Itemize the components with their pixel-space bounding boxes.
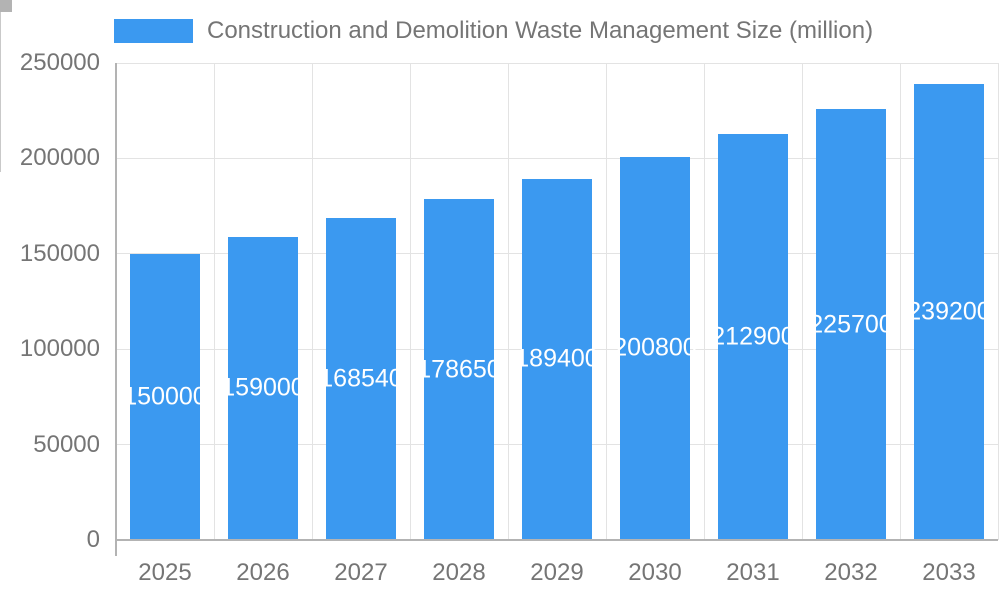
bar xyxy=(326,218,396,540)
x-axis-tick xyxy=(0,44,1,60)
v-gridline xyxy=(801,63,803,540)
bar xyxy=(816,109,886,540)
bar-value-label: 239200 xyxy=(907,297,991,326)
bar-value-label: 189400 xyxy=(515,344,599,373)
y-axis-line xyxy=(115,63,117,556)
bar xyxy=(620,156,690,540)
x-tick-label: 2027 xyxy=(334,559,388,586)
x-axis-tick xyxy=(0,12,1,28)
plot-area: 0 50000 100000 150000 200000 250000 150000 2025… xyxy=(0,0,1000,586)
y-tick-label: 200000 xyxy=(19,144,100,172)
y-tick-label: 150000 xyxy=(19,239,100,267)
x-axis-tick xyxy=(0,156,1,172)
y-axis-tick xyxy=(0,0,12,2)
x-tick-label: 2030 xyxy=(628,559,682,586)
bar xyxy=(718,133,788,540)
bar xyxy=(522,178,592,540)
legend-swatch xyxy=(114,19,193,43)
bar-value-label: 212900 xyxy=(711,322,795,351)
legend: Construction and Demolition Waste Manage… xyxy=(114,17,873,45)
x-tick-label: 2029 xyxy=(530,559,584,586)
x-axis-tick xyxy=(0,76,1,92)
bar-value-label: 178650 xyxy=(417,355,501,384)
chart-title: Construction and Demolition Waste Manage… xyxy=(207,17,874,44)
x-axis-tick xyxy=(0,140,1,156)
x-axis-line xyxy=(116,539,998,541)
v-gridline xyxy=(997,63,999,540)
bar-value-label: 225700 xyxy=(809,310,893,339)
y-tick-label: 50000 xyxy=(33,430,100,458)
bar-value-label: 200800 xyxy=(613,333,697,362)
y-axis-tick xyxy=(0,8,12,10)
x-tick-label: 2032 xyxy=(824,559,878,586)
y-tick-label: 0 xyxy=(86,526,100,553)
x-tick-label: 2033 xyxy=(922,559,976,586)
x-axis-tick xyxy=(0,92,1,108)
h-gridline xyxy=(116,157,998,159)
x-tick-label: 2026 xyxy=(236,559,290,586)
v-gridline xyxy=(409,63,411,540)
bar xyxy=(228,236,298,540)
x-axis-tick xyxy=(0,124,1,140)
y-axis-tick xyxy=(0,4,12,6)
bar-value-label: 168540 xyxy=(319,364,403,393)
bar xyxy=(130,253,200,540)
x-tick-label: 2028 xyxy=(432,559,486,586)
v-gridline xyxy=(311,63,313,540)
y-tick-label: 100000 xyxy=(19,335,100,363)
bar xyxy=(914,83,984,540)
x-axis-tick xyxy=(0,60,1,76)
y-axis-tick xyxy=(0,10,12,12)
v-gridline xyxy=(605,63,607,540)
bar xyxy=(424,199,494,540)
x-axis-tick xyxy=(0,108,1,124)
v-gridline xyxy=(899,63,901,540)
x-axis-tick xyxy=(0,28,1,44)
y-axis-tick xyxy=(0,2,12,4)
bar-value-label: 159000 xyxy=(221,373,305,402)
y-axis-tick xyxy=(0,6,12,8)
v-gridline xyxy=(703,63,705,540)
h-gridline xyxy=(116,62,998,64)
x-tick-label: 2025 xyxy=(138,559,192,586)
x-tick-label: 2031 xyxy=(726,559,780,586)
v-gridline xyxy=(213,63,215,540)
bar-value-label: 150000 xyxy=(123,382,207,411)
y-tick-label: 250000 xyxy=(19,49,100,76)
v-gridline xyxy=(507,63,509,540)
